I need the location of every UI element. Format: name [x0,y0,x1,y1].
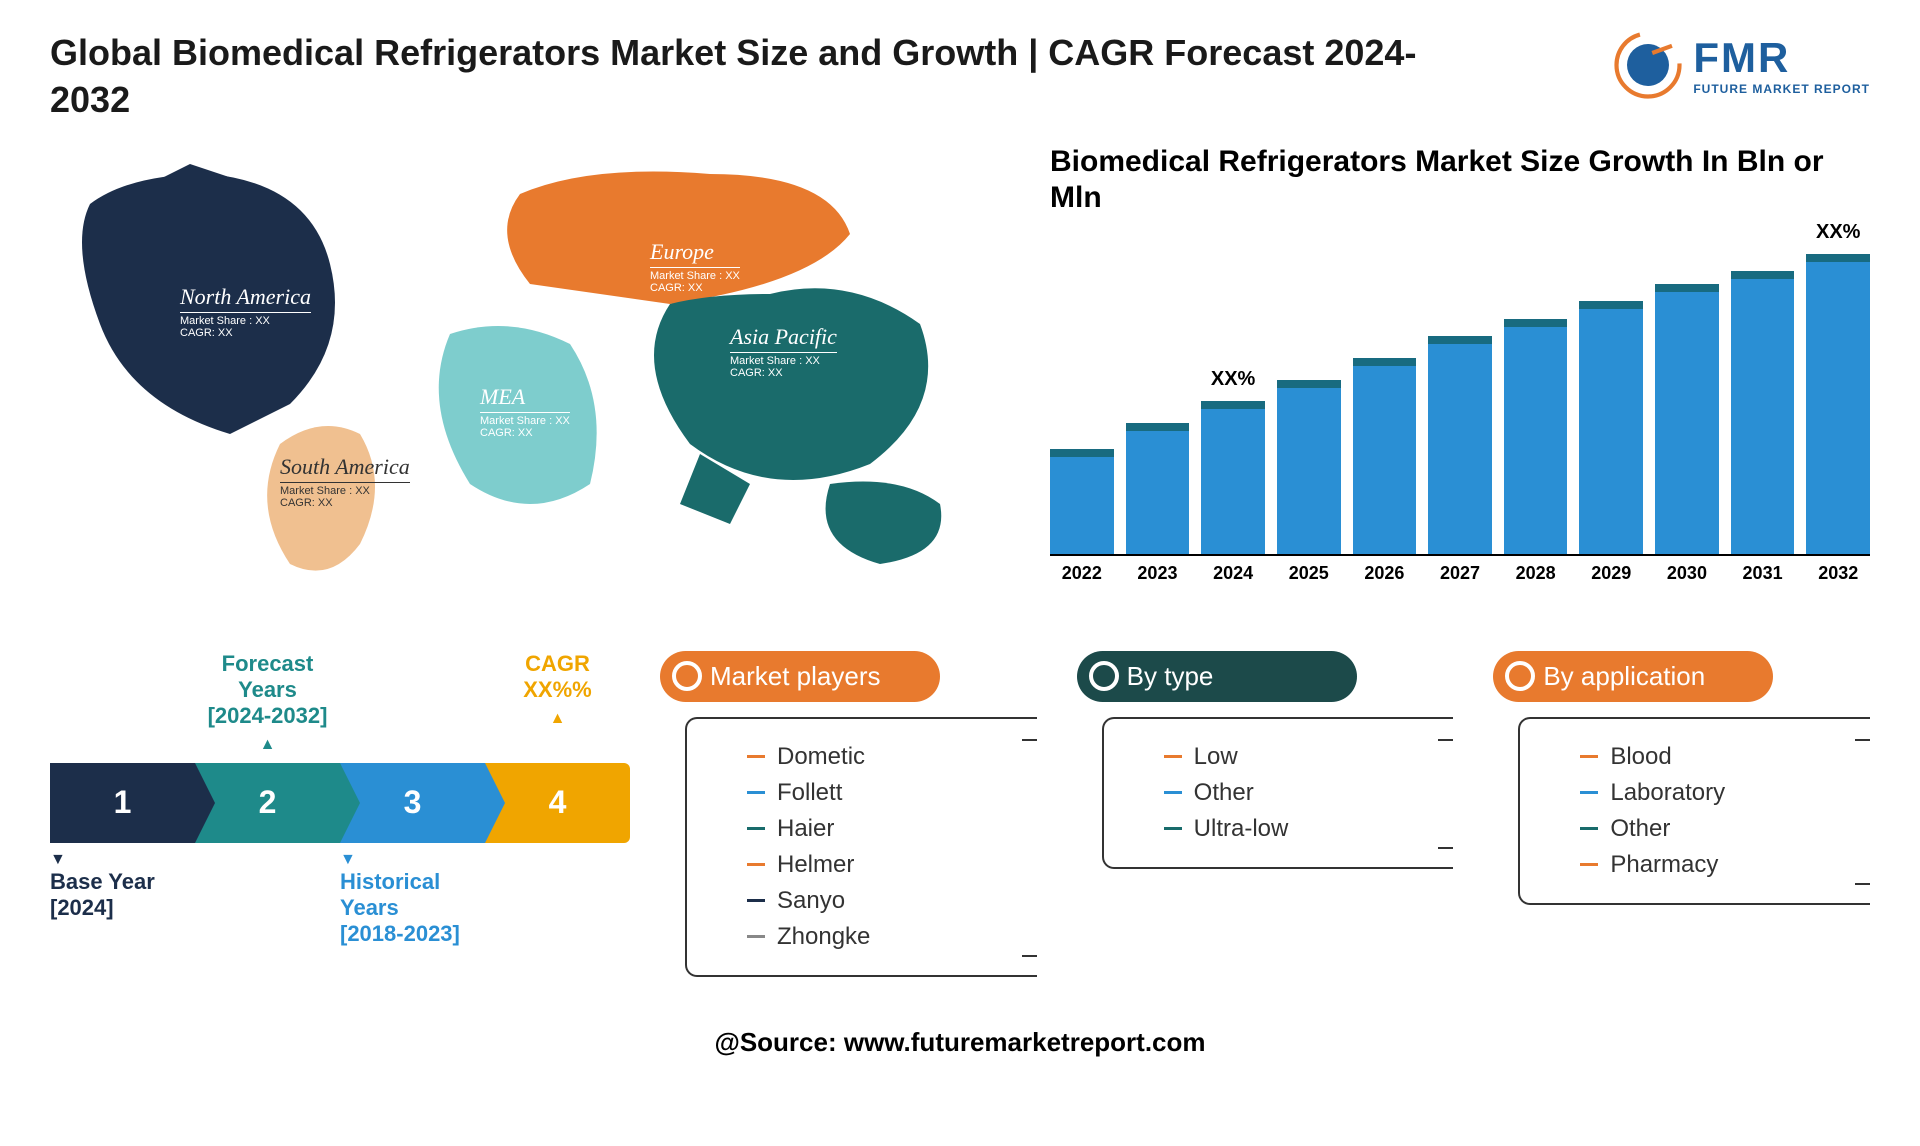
info-item: Helmer [717,847,1037,883]
timeline-box-3: 3 [340,763,485,843]
info-item: Zhongke [717,919,1037,955]
info-item: Ultra-low [1134,811,1454,847]
info-item: Dometic [717,739,1037,775]
info-col-by-type: By type LowOtherUltra-low [1077,651,1454,977]
region-label-europe: Europe Market Share : XX CAGR: XX [650,239,740,294]
page-title: Global Biomedical Refrigerators Market S… [50,30,1450,124]
bar-2024: XX% 2024 [1201,401,1265,553]
pill-by-application: By application [1493,651,1773,702]
region-label-mea: MEA Market Share : XX CAGR: XX [480,384,570,439]
info-col-market-players: Market players DometicFollettHaierHelmer… [660,651,1037,977]
bar-2029: 2029 [1579,301,1643,553]
timeline-label-base-year: Base Year[2024] [50,869,195,921]
info-item: Follett [717,775,1037,811]
region-label-north-america: North America Market Share : XX CAGR: XX [180,284,311,339]
info-item: Sanyo [717,883,1037,919]
timeline-box-2: 2 [195,763,340,843]
region-label-asia-pacific: Asia Pacific Market Share : XX CAGR: XX [730,324,837,379]
chart-title: Biomedical Refrigerators Market Size Gro… [1050,144,1870,216]
logo-text-main: FMR [1693,34,1870,82]
bar-2030: 2030 [1655,284,1719,554]
bar-2025: 2025 [1277,380,1341,554]
pill-by-type: By type [1077,651,1357,702]
bar-2028: 2028 [1504,319,1568,554]
logo-icon [1613,30,1683,100]
region-label-south-america: South America Market Share : XX CAGR: XX [280,454,410,509]
timeline-box-1: 1 [50,763,195,843]
timeline-label-historical-years: Historical Years[2018-2023] [340,869,485,947]
info-col-by-application: By application BloodLaboratoryOtherPharm… [1493,651,1870,977]
bar-chart: 2022 2023XX% 2024 2025 2026 2027 2028 20… [1050,226,1870,556]
world-map: North America Market Share : XX CAGR: XX… [50,144,1010,584]
timeline-label-cagr: CAGRXX%%▲ [485,651,630,729]
bar-chart-area: Biomedical Refrigerators Market Size Gro… [1050,144,1870,591]
timeline-box-4: 4 [485,763,630,843]
info-item: Other [1550,811,1870,847]
bar-2031: 2031 [1731,271,1795,554]
bar-2026: 2026 [1353,358,1417,554]
source-text: @Source: www.futuremarketreport.com [50,1027,1870,1058]
bar-2022: 2022 [1050,449,1114,553]
logo: FMR FUTURE MARKET REPORT [1613,30,1870,100]
info-item: Haier [717,811,1037,847]
timeline: Forecast Years[2024-2032]▲ CAGRXX%%▲ 1234… [50,651,630,947]
info-item: Laboratory [1550,775,1870,811]
bar-2023: 2023 [1126,423,1190,553]
pill-market-players: Market players [660,651,940,702]
header: Global Biomedical Refrigerators Market S… [50,30,1870,124]
bar-2032: XX% 2032 [1806,254,1870,554]
info-item: Blood [1550,739,1870,775]
info-item: Low [1134,739,1454,775]
info-item: Other [1134,775,1454,811]
timeline-label-forecast-years: Forecast Years[2024-2032]▲ [195,651,340,755]
map-svg [50,144,1010,584]
bar-2027: 2027 [1428,336,1492,553]
logo-text-sub: FUTURE MARKET REPORT [1693,82,1870,96]
info-item: Pharmacy [1550,847,1870,883]
